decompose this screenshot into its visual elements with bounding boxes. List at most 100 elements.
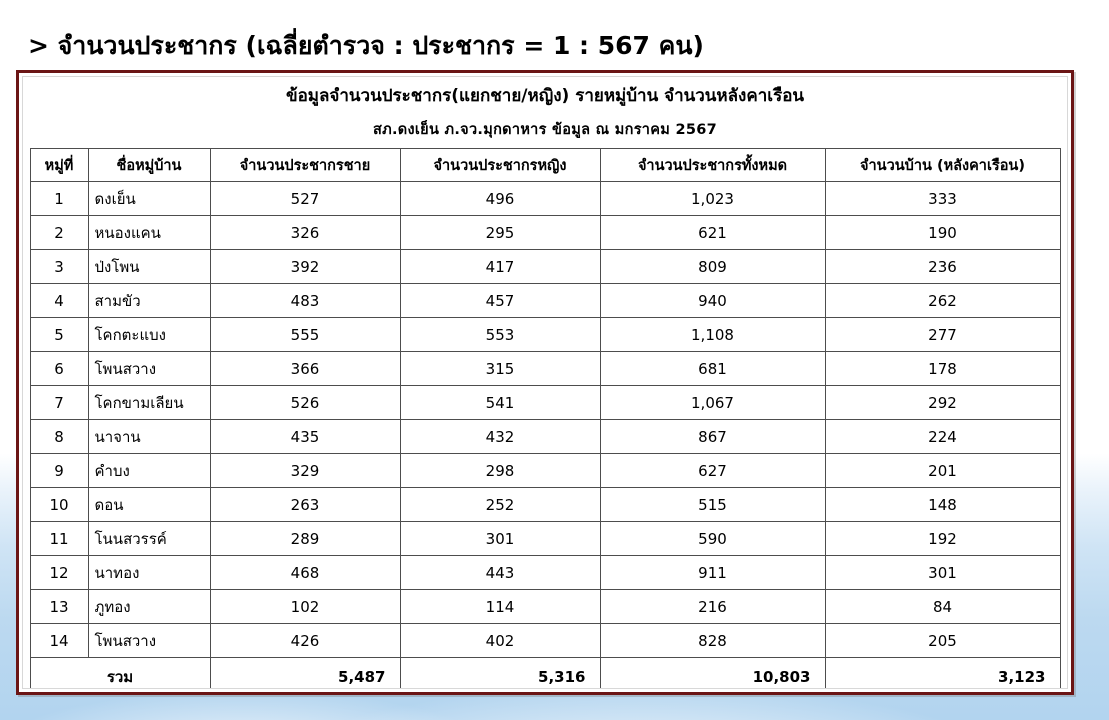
table-total-row: รวม 5,487 5,316 10,803 3,123 [29, 657, 1061, 688]
cell-male: 102 [209, 589, 401, 625]
cell-houses: 277 [824, 317, 1061, 353]
cell-houses: 333 [824, 181, 1061, 217]
cell-houses: 178 [824, 351, 1061, 387]
table-title: ข้อมูลจำนวนประชากร(แยกชาย/หญิง) รายหมู่บ… [285, 86, 805, 106]
cell-total: 1,023 [599, 181, 826, 217]
cell-moo: 12 [29, 555, 89, 591]
total-female: 5,316 [399, 657, 601, 688]
cell-moo: 9 [29, 453, 89, 489]
page-title: > จำนวนประชากร (เฉลี่ยตำรวจ : ประชากร = … [28, 31, 704, 60]
cell-total: 621 [599, 215, 826, 251]
table-row: 5 โคกตะแบง 555 553 1,108 277 [29, 317, 1061, 353]
cell-female: 541 [399, 385, 601, 421]
cell-houses: 84 [824, 589, 1061, 625]
table-row: 11 โนนสวรรค์ 289 301 590 192 [29, 521, 1061, 557]
cell-female: 295 [399, 215, 601, 251]
table-row: 4 สามขัว 483 457 940 262 [29, 283, 1061, 319]
cell-male: 326 [209, 215, 401, 251]
cell-female: 301 [399, 521, 601, 557]
cell-houses: 224 [824, 419, 1061, 455]
table-frame: ข้อมูลจำนวนประชากร(แยกชาย/หญิง) รายหมู่บ… [16, 70, 1074, 695]
table-header-row: หมู่ที่ ชื่อหมู่บ้าน จำนวนประชากรชาย จำน… [29, 148, 1061, 183]
cell-village: คำบง [87, 453, 211, 489]
cell-total: 828 [599, 623, 826, 659]
cell-moo: 1 [29, 181, 89, 217]
cell-total: 627 [599, 453, 826, 489]
table-row: 2 หนองแคน 326 295 621 190 [29, 215, 1061, 251]
cell-moo: 5 [29, 317, 89, 353]
cell-female: 496 [399, 181, 601, 217]
cell-total: 1,108 [599, 317, 826, 353]
cell-houses: 190 [824, 215, 1061, 251]
cell-total: 1,067 [599, 385, 826, 421]
cell-male: 366 [209, 351, 401, 387]
cell-houses: 236 [824, 249, 1061, 285]
cell-male: 555 [209, 317, 401, 353]
table-row: 3 ป่งโพน 392 417 809 236 [29, 249, 1061, 285]
cell-moo: 4 [29, 283, 89, 319]
cell-moo: 2 [29, 215, 89, 251]
cell-female: 443 [399, 555, 601, 591]
cell-total: 590 [599, 521, 826, 557]
cell-total: 515 [599, 487, 826, 523]
cell-female: 402 [399, 623, 601, 659]
table-row: 6 โพนสวาง 366 315 681 178 [29, 351, 1061, 387]
total-label: รวม [29, 657, 211, 688]
cell-village: ดงเย็น [87, 181, 211, 217]
table-row: 8 นาจาน 435 432 867 224 [29, 419, 1061, 455]
cell-female: 298 [399, 453, 601, 489]
cell-houses: 301 [824, 555, 1061, 591]
cell-female: 553 [399, 317, 601, 353]
table-row: 7 โคกขามเลียน 526 541 1,067 292 [29, 385, 1061, 421]
cell-village: โคกตะแบง [87, 317, 211, 353]
cell-total: 809 [599, 249, 826, 285]
cell-village: หนองแคน [87, 215, 211, 251]
cell-male: 426 [209, 623, 401, 659]
cell-male: 263 [209, 487, 401, 523]
cell-moo: 7 [29, 385, 89, 421]
cell-moo: 13 [29, 589, 89, 625]
cell-male: 435 [209, 419, 401, 455]
cell-female: 114 [399, 589, 601, 625]
cell-houses: 205 [824, 623, 1061, 659]
table-row: 12 นาทอง 468 443 911 301 [29, 555, 1061, 591]
cell-female: 432 [399, 419, 601, 455]
cell-houses: 262 [824, 283, 1061, 319]
cell-total: 681 [599, 351, 826, 387]
table-row: 1 ดงเย็น 527 496 1,023 333 [29, 181, 1061, 217]
cell-moo: 6 [29, 351, 89, 387]
table-row: 13 ภูทอง 102 114 216 84 [29, 589, 1061, 625]
column-header-houses: จำนวนบ้าน (หลังคาเรือน) [824, 148, 1061, 183]
cell-female: 417 [399, 249, 601, 285]
table-subtitle: สภ.ดงเย็น ภ.จว.มุกดาหาร ข้อมูล ณ มกราคม … [372, 122, 717, 139]
column-header-total: จำนวนประชากรทั้งหมด [599, 148, 826, 183]
total-male: 5,487 [209, 657, 401, 688]
cell-total: 940 [599, 283, 826, 319]
cell-village: โนนสวรรค์ [87, 521, 211, 557]
table-row: 14 โพนสวาง 426 402 828 205 [29, 623, 1061, 659]
total-houses: 3,123 [824, 657, 1061, 688]
column-header-female: จำนวนประชากรหญิง [399, 148, 601, 183]
cell-female: 457 [399, 283, 601, 319]
cell-female: 315 [399, 351, 601, 387]
population-table: หมู่ที่ ชื่อหมู่บ้าน จำนวนประชากรชาย จำน… [29, 148, 1061, 688]
cell-moo: 14 [29, 623, 89, 659]
cell-moo: 3 [29, 249, 89, 285]
table-inner-panel: ข้อมูลจำนวนประชากร(แยกชาย/หญิง) รายหมู่บ… [22, 76, 1068, 689]
cell-village: ป่งโพน [87, 249, 211, 285]
cell-male: 526 [209, 385, 401, 421]
cell-village: ภูทอง [87, 589, 211, 625]
cell-houses: 201 [824, 453, 1061, 489]
column-header-male: จำนวนประชากรชาย [209, 148, 401, 183]
cell-male: 527 [209, 181, 401, 217]
cell-village: โพนสวาง [87, 623, 211, 659]
cell-moo: 11 [29, 521, 89, 557]
cell-male: 483 [209, 283, 401, 319]
cell-male: 468 [209, 555, 401, 591]
cell-houses: 192 [824, 521, 1061, 557]
cell-houses: 292 [824, 385, 1061, 421]
cell-male: 392 [209, 249, 401, 285]
cell-moo: 10 [29, 487, 89, 523]
cell-male: 329 [209, 453, 401, 489]
